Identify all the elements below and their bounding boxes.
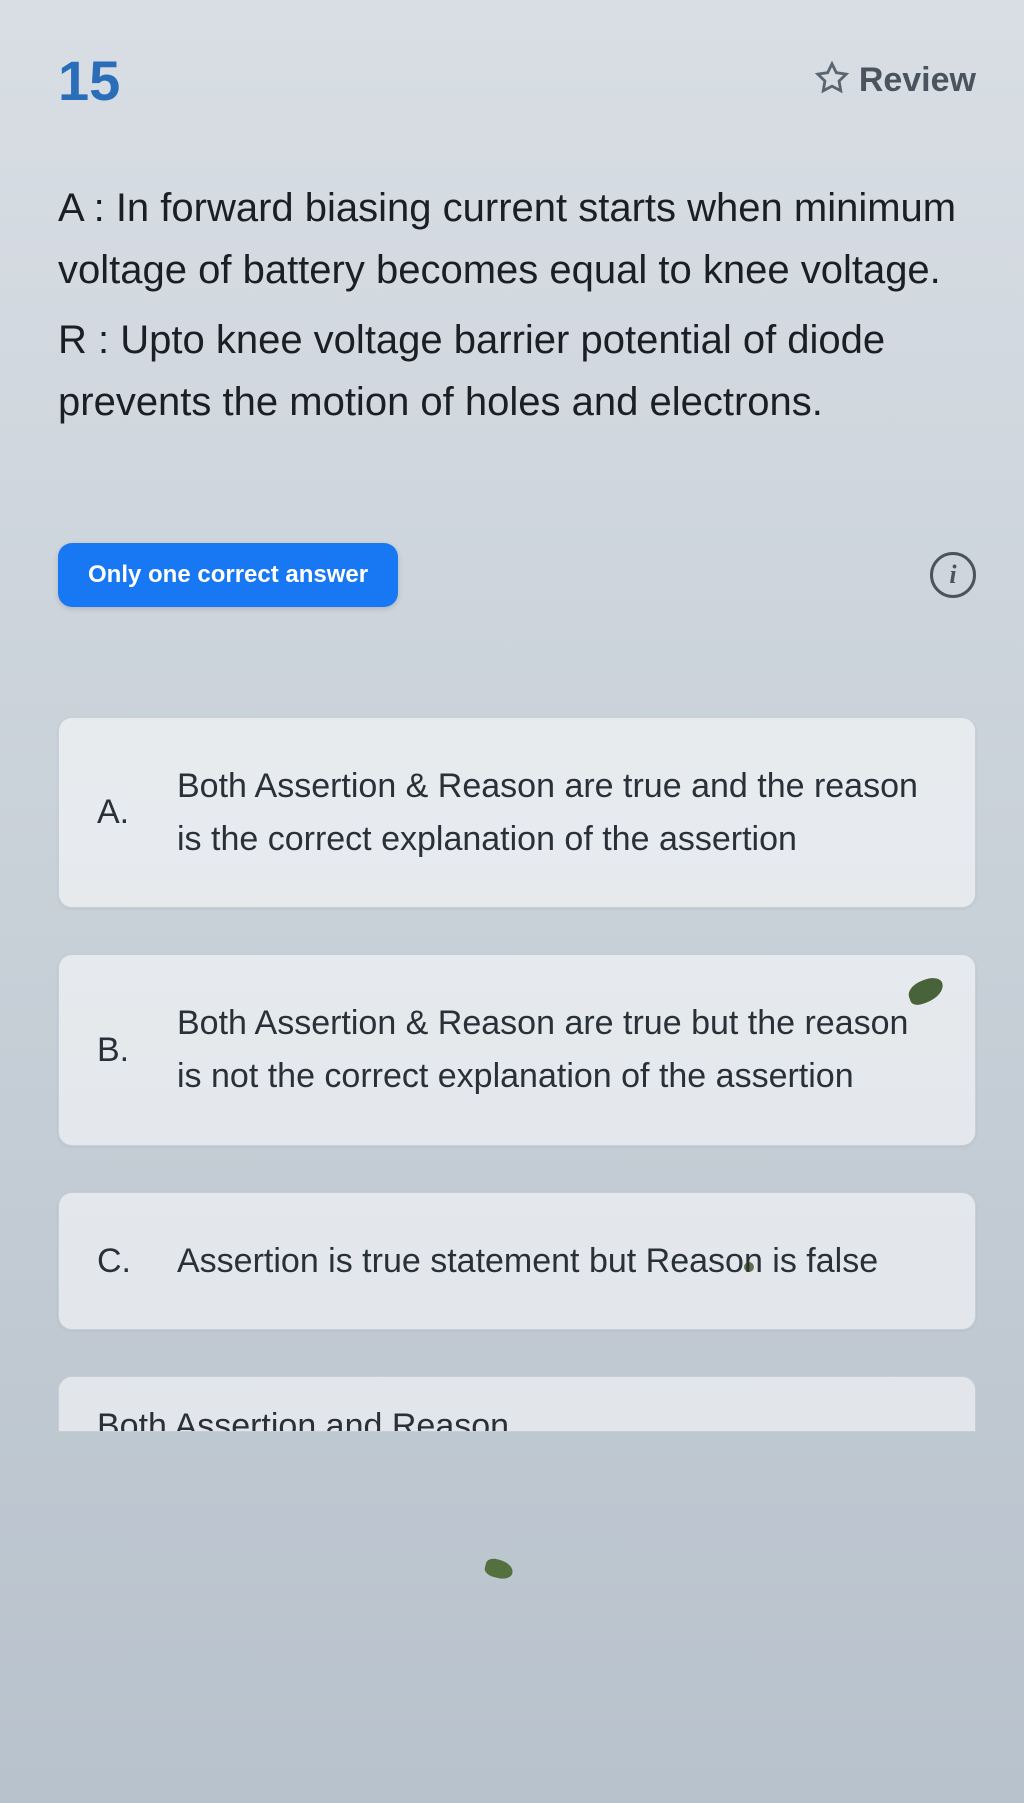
star-icon	[815, 61, 849, 100]
reason-text: R : Upto knee voltage barrier potential …	[58, 309, 976, 433]
option-a[interactable]: A. Both Assertion & Reason are true and …	[58, 717, 976, 908]
instruction-row: Only one correct answer i	[58, 543, 976, 607]
answer-type-badge: Only one correct answer	[58, 543, 398, 607]
option-letter: B.	[97, 1031, 141, 1070]
question-number: 15	[58, 48, 120, 113]
option-text: Both Assertion and Reason	[97, 1407, 509, 1432]
option-letter: C.	[97, 1242, 141, 1281]
review-label: Review	[859, 61, 976, 100]
review-button[interactable]: Review	[815, 61, 976, 100]
question-body: A : In forward biasing current starts wh…	[58, 177, 976, 433]
assertion-text: A : In forward biasing current starts wh…	[58, 177, 976, 301]
quiz-screen: 15 Review A : In forward biasing current…	[0, 0, 1024, 1432]
option-text: Both Assertion & Reason are true but the…	[177, 997, 937, 1102]
option-d-cutoff[interactable]: Both Assertion and Reason	[58, 1376, 976, 1432]
option-text: Assertion is true statement but Reason i…	[177, 1235, 878, 1288]
info-icon[interactable]: i	[930, 552, 976, 598]
photo-smudge	[483, 1557, 515, 1582]
options-list: A. Both Assertion & Reason are true and …	[58, 717, 976, 1432]
photo-smudge	[744, 1262, 754, 1272]
option-letter: A.	[97, 793, 141, 832]
option-text: Both Assertion & Reason are true and the…	[177, 760, 937, 865]
option-c[interactable]: C. Assertion is true statement but Reaso…	[58, 1192, 976, 1331]
header: 15 Review	[58, 48, 976, 113]
option-b[interactable]: B. Both Assertion & Reason are true but …	[58, 954, 976, 1145]
